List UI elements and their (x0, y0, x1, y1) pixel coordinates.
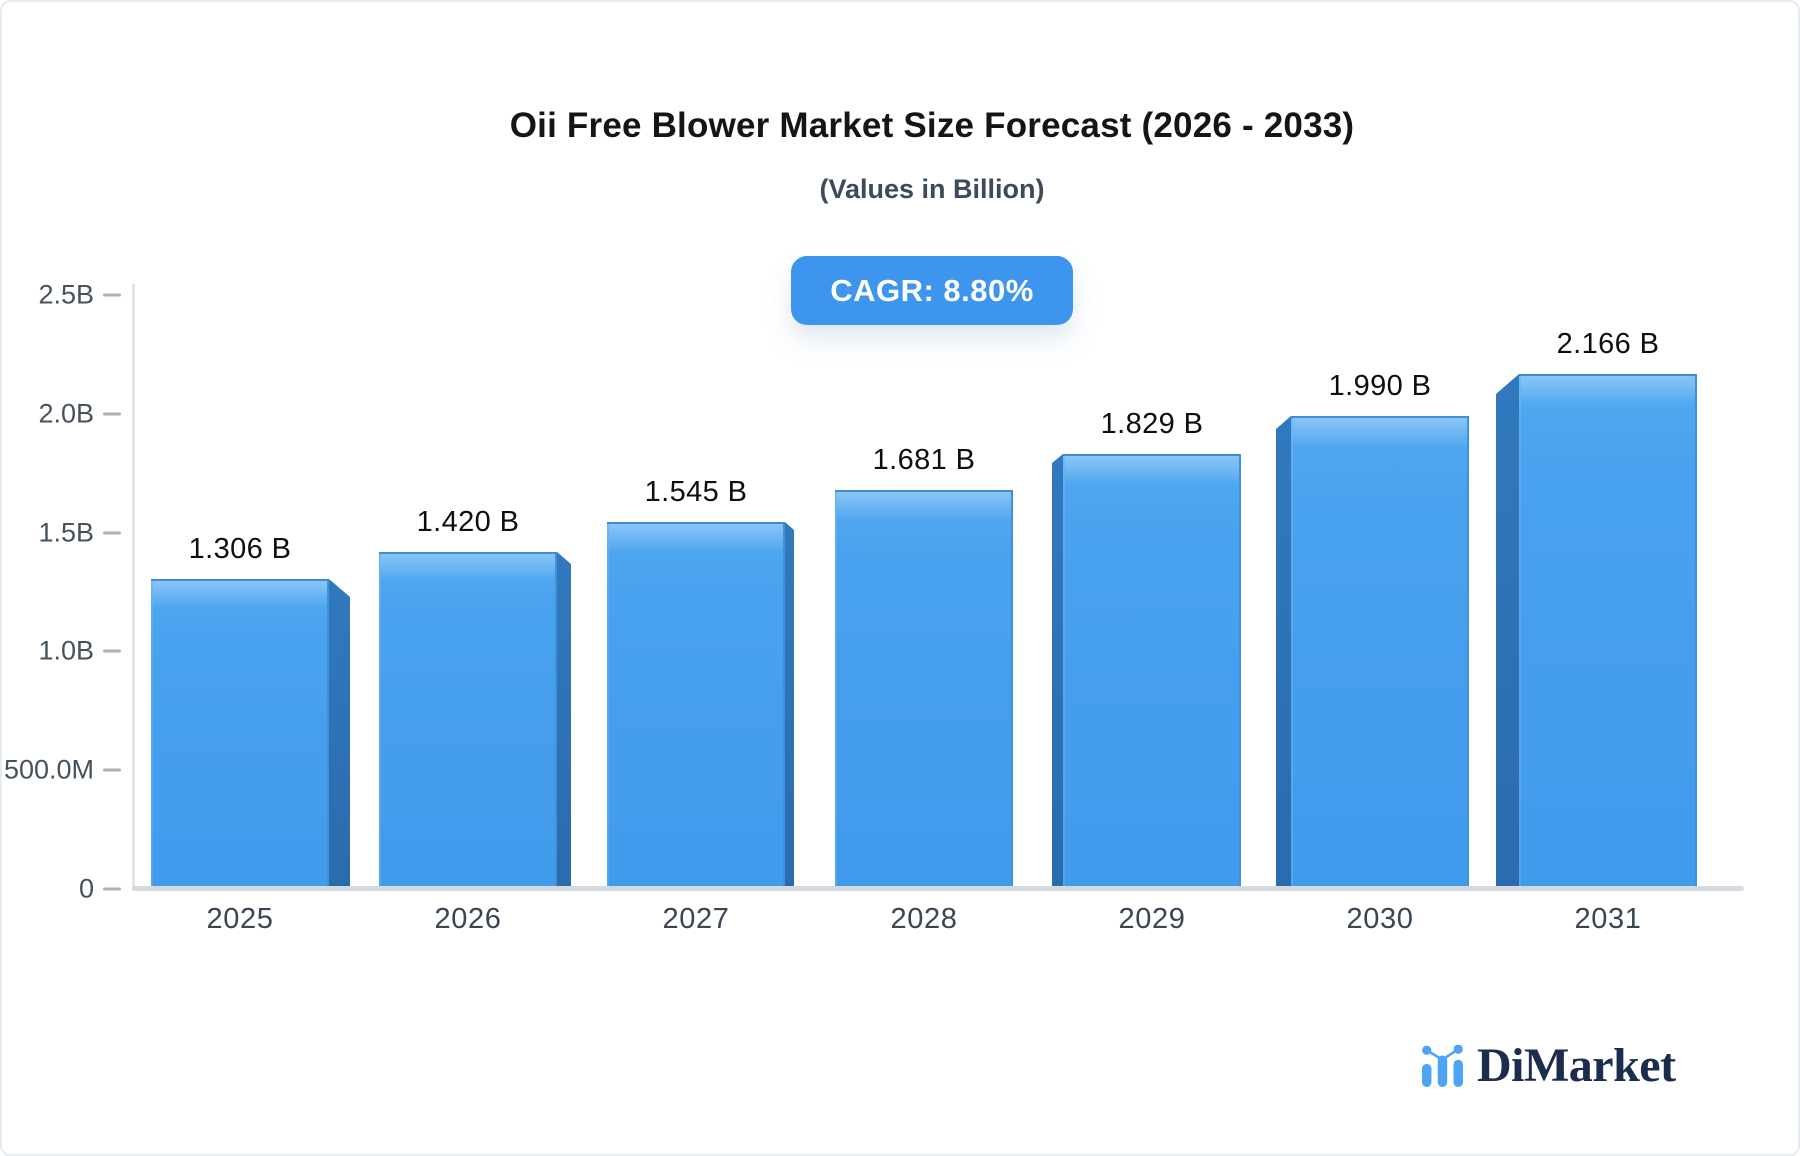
bar-2029 (1052, 454, 1241, 890)
bar-face (835, 490, 1013, 890)
bar-value-label: 1.990 B (1328, 370, 1432, 402)
y-tick-label: 0 (78, 873, 94, 904)
y-tick-label: 1.5B (38, 517, 94, 548)
bar-2028 (835, 490, 1013, 890)
bar-3d-side (785, 522, 794, 890)
y-tick-mark (103, 531, 121, 535)
bar-2025 (151, 579, 350, 890)
bar-face (151, 579, 329, 890)
y-tick-label: 2.5B (38, 279, 94, 310)
bar-value-label: 1.306 B (188, 533, 292, 565)
y-axis-line (132, 284, 135, 891)
bar-2027 (607, 522, 794, 890)
bar-face (1291, 416, 1469, 890)
bar-2031 (1496, 374, 1697, 890)
cagr-badge: CAGR: 8.80% (791, 256, 1073, 325)
chart-subtitle: (Values in Billion) (819, 174, 1045, 204)
y-tick-mark (103, 412, 121, 416)
bar-face (379, 552, 557, 890)
dimarket-logo: DiMarket (1422, 1042, 1676, 1090)
x-axis-baseline (132, 886, 1744, 891)
bar-value-label: 1.829 B (1100, 408, 1204, 440)
bar-value-label: 2.166 B (1556, 328, 1660, 360)
bar-2030 (1276, 416, 1469, 890)
bar-3d-side (329, 579, 350, 890)
x-axis-label: 2026 (434, 903, 502, 935)
y-tick-mark (103, 293, 121, 297)
x-axis-label: 2031 (1574, 903, 1642, 935)
bar-3d-side (1052, 454, 1063, 890)
logo-text: DiMarket (1477, 1039, 1676, 1092)
bar-face (607, 522, 785, 890)
bar-3d-side (557, 552, 571, 890)
bar-2026 (379, 552, 571, 890)
y-tick-label: 500.0M (3, 754, 94, 785)
bar-face (1519, 374, 1697, 890)
bar-value-label: 1.681 B (872, 444, 976, 476)
x-axis-label: 2030 (1346, 903, 1414, 935)
x-axis-label: 2028 (890, 903, 958, 935)
x-axis-label: 2027 (662, 903, 730, 935)
bar-value-label: 1.420 B (416, 506, 520, 538)
chart-title: Oii Free Blower Market Size Forecast (20… (509, 106, 1355, 145)
y-tick-label: 2.0B (38, 398, 94, 429)
y-tick-label: 1.0B (38, 635, 94, 666)
bar-value-label: 1.545 B (644, 476, 748, 508)
y-tick-mark (103, 887, 121, 891)
bar-3d-side (1496, 374, 1519, 890)
bar-chart-icon (1422, 1045, 1463, 1087)
y-tick-mark (103, 768, 121, 772)
x-axis-label: 2029 (1118, 903, 1186, 935)
y-tick-mark (103, 649, 121, 653)
bar-3d-side (1276, 416, 1291, 890)
bar-face (1063, 454, 1241, 890)
x-axis-label: 2025 (206, 903, 274, 935)
